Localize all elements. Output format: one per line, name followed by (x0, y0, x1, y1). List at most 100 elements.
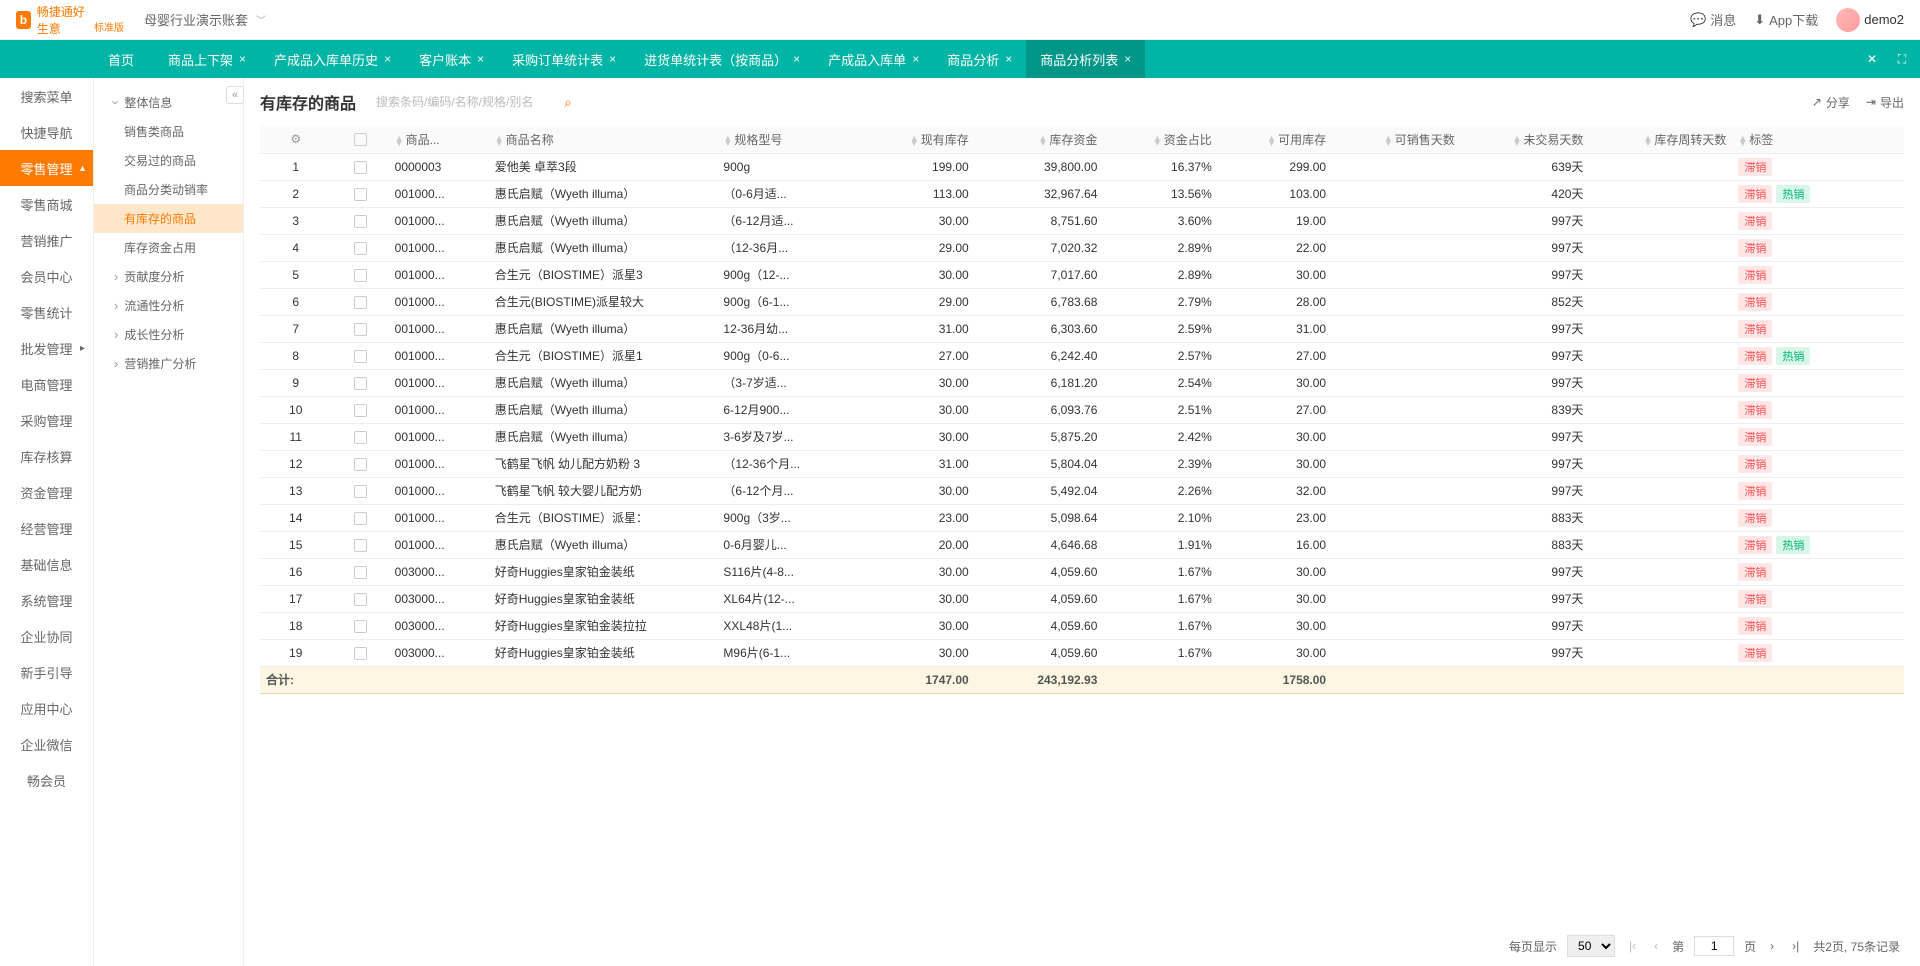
checkbox[interactable] (354, 539, 367, 552)
tab-item[interactable]: 客户账本× (405, 40, 498, 78)
search-icon[interactable]: ⌕ (564, 94, 572, 111)
column-header[interactable]: ▲▼标签 (1732, 126, 1904, 153)
page-size-select[interactable]: 50 (1567, 935, 1615, 957)
tab-item[interactable]: 商品分析列表× (1026, 40, 1145, 78)
checkbox[interactable] (354, 350, 367, 363)
page-input[interactable] (1694, 936, 1734, 956)
tab-item[interactable]: 商品分析× (933, 40, 1026, 78)
table-row[interactable]: 10001000...惠氏启赋（Wyeth illuma）6-12月900...… (260, 396, 1904, 423)
pager-next[interactable]: › (1766, 939, 1778, 953)
table-row[interactable]: 19003000...好奇Huggies皇家铂金装纸M96片(6-1...30.… (260, 639, 1904, 666)
message-button[interactable]: 💬 消息 (1690, 10, 1736, 29)
sidebar-item[interactable]: 批发管理▸ (0, 330, 93, 366)
tree-item[interactable]: 营销推广分析 (94, 349, 243, 378)
tab-close-icon[interactable]: × (1005, 52, 1012, 66)
collapse-tree-icon[interactable]: « (226, 86, 244, 104)
tree-item[interactable]: 库存资金占用 (94, 233, 243, 262)
tree-item[interactable]: 贡献度分析 (94, 262, 243, 291)
tab-close-icon[interactable]: × (384, 52, 391, 66)
export-button[interactable]: ⇥导出 (1866, 94, 1904, 111)
tree-item[interactable]: 整体信息 (94, 88, 243, 117)
tab-item[interactable]: 商品上下架× (154, 40, 260, 78)
checkbox-all[interactable] (354, 133, 367, 146)
column-header[interactable]: ▲▼库存周转天数 (1589, 126, 1732, 153)
checkbox[interactable] (354, 566, 367, 579)
table-row[interactable]: 15001000...惠氏启赋（Wyeth illuma）0-6月婴儿...20… (260, 531, 1904, 558)
tree-item[interactable]: 交易过的商品 (94, 146, 243, 175)
fullscreen-icon[interactable]: ⛶ (1892, 49, 1912, 69)
pager-last[interactable]: ›| (1788, 939, 1803, 953)
sidebar-item[interactable]: 企业微信 (0, 726, 93, 762)
checkbox[interactable] (354, 242, 367, 255)
account-selector[interactable]: 母婴行业演示账套 ﹀ (144, 10, 266, 29)
tab-item[interactable]: 采购订单统计表× (498, 40, 630, 78)
column-header[interactable]: ▲▼可销售天数 (1332, 126, 1461, 153)
table-row[interactable]: 7001000...惠氏启赋（Wyeth illuma）12-36月幼...31… (260, 315, 1904, 342)
tab-home[interactable]: 首页 (94, 40, 154, 78)
checkbox[interactable] (354, 161, 367, 174)
checkbox[interactable] (354, 404, 367, 417)
table-row[interactable]: 11001000...惠氏启赋（Wyeth illuma）3-6岁及7岁...3… (260, 423, 1904, 450)
sidebar-item[interactable]: 采购管理 (0, 402, 93, 438)
sidebar-item[interactable]: 基础信息 (0, 546, 93, 582)
sidebar-item[interactable]: 新手引导 (0, 654, 93, 690)
table-row[interactable]: 9001000...惠氏启赋（Wyeth illuma）（3-7岁适...30.… (260, 369, 1904, 396)
tree-item[interactable]: 成长性分析 (94, 320, 243, 349)
tab-close-icon[interactable]: × (477, 52, 484, 66)
column-header[interactable]: ▲▼商品... (389, 126, 489, 153)
sidebar-item[interactable]: 库存核算 (0, 438, 93, 474)
app-download-button[interactable]: ⬇ App下载 (1754, 10, 1818, 29)
column-header[interactable]: ▲▼未交易天数 (1461, 126, 1590, 153)
table-row[interactable]: 18003000...好奇Huggies皇家铂金装拉拉XXL48片(1...30… (260, 612, 1904, 639)
column-header[interactable]: ▲▼可用库存 (1218, 126, 1332, 153)
tree-item[interactable]: 销售类商品 (94, 117, 243, 146)
table-row[interactable]: 8001000...合生元（BIOSTIME）派星1900g（0-6...27.… (260, 342, 1904, 369)
sidebar-item[interactable]: 系统管理 (0, 582, 93, 618)
tab-item[interactable]: 产成品入库单历史× (260, 40, 405, 78)
checkbox[interactable] (354, 485, 367, 498)
user-menu[interactable]: demo2 (1836, 8, 1904, 32)
pager-first[interactable]: |‹ (1625, 939, 1640, 953)
checkbox[interactable] (354, 620, 367, 633)
sidebar-item[interactable]: 营销推广 (0, 222, 93, 258)
checkbox[interactable] (354, 431, 367, 444)
tab-item[interactable]: 产成品入库单× (814, 40, 933, 78)
checkbox[interactable] (354, 647, 367, 660)
table-row[interactable]: 5001000...合生元（BIOSTIME）派星3900g（12-...30.… (260, 261, 1904, 288)
column-header[interactable]: ▲▼商品名称 (489, 126, 718, 153)
table-row[interactable]: 12001000...飞鹤星飞帆 幼儿配方奶粉 3（12-36个月...31.0… (260, 450, 1904, 477)
tree-item[interactable]: 流通性分析 (94, 291, 243, 320)
tab-close-icon[interactable]: × (239, 52, 246, 66)
tab-close-icon[interactable]: × (793, 52, 800, 66)
share-button[interactable]: ↗分享 (1812, 94, 1850, 111)
table-row[interactable]: 3001000...惠氏启赋（Wyeth illuma）（6-12月适...30… (260, 207, 1904, 234)
search-input[interactable] (372, 91, 572, 114)
checkbox[interactable] (354, 188, 367, 201)
table-row[interactable]: 6001000...合生元(BIOSTIME)派星较大900g（6-1...29… (260, 288, 1904, 315)
checkbox[interactable] (354, 323, 367, 336)
table-row[interactable]: 10000003爱他美 卓萃3段900g199.0039,800.0016.37… (260, 153, 1904, 180)
tree-item[interactable]: 商品分类动销率 (94, 175, 243, 204)
checkbox[interactable] (354, 377, 367, 390)
sidebar-item[interactable]: 搜索菜单 (0, 78, 93, 114)
sidebar-item[interactable]: 快捷导航 (0, 114, 93, 150)
gear-icon[interactable]: ⚙ (290, 132, 301, 146)
tab-item[interactable]: 进货单统计表（按商品）× (630, 40, 814, 78)
tab-close-icon[interactable]: × (1124, 52, 1131, 66)
checkbox[interactable] (354, 512, 367, 525)
tree-item[interactable]: 有库存的商品 (94, 204, 243, 233)
sidebar-item[interactable]: 零售商城 (0, 186, 93, 222)
table-row[interactable]: 4001000...惠氏启赋（Wyeth illuma）（12-36月...29… (260, 234, 1904, 261)
sidebar-item[interactable]: 企业协同 (0, 618, 93, 654)
table-row[interactable]: 2001000...惠氏启赋（Wyeth illuma）（0-6月适...113… (260, 180, 1904, 207)
sidebar-item[interactable]: 零售管理▴ (0, 150, 93, 186)
table-row[interactable]: 17003000...好奇Huggies皇家铂金装纸XL64片(12-...30… (260, 585, 1904, 612)
checkbox[interactable] (354, 296, 367, 309)
sidebar-item[interactable]: 会员中心 (0, 258, 93, 294)
table-row[interactable]: 13001000...飞鹤星飞帆 较大婴儿配方奶（6-12个月...30.005… (260, 477, 1904, 504)
checkbox[interactable] (354, 458, 367, 471)
tab-close-icon[interactable]: × (609, 52, 616, 66)
tab-close-icon[interactable]: × (912, 52, 919, 66)
column-header[interactable]: ▲▼资金占比 (1103, 126, 1217, 153)
sidebar-item[interactable]: 经营管理 (0, 510, 93, 546)
